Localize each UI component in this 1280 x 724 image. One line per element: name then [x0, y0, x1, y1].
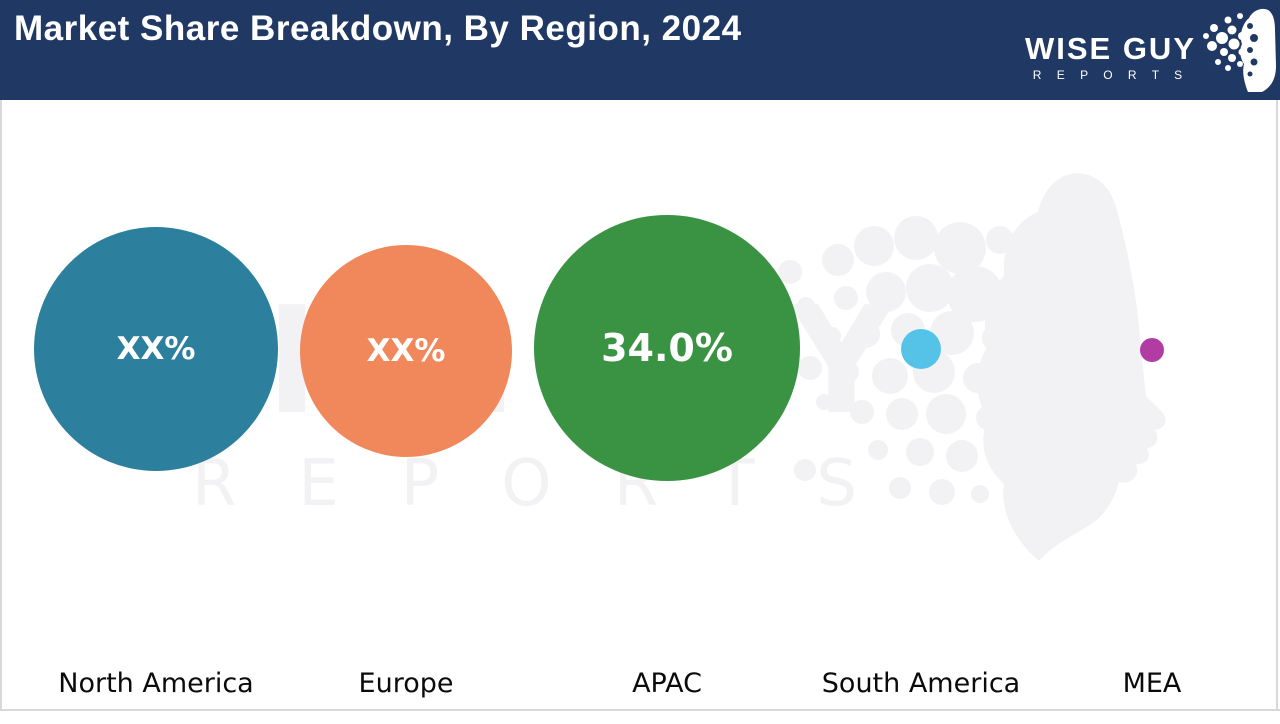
category-label-mea: MEA [1122, 668, 1182, 699]
watermark-reports-text: REPORTS [192, 447, 857, 521]
brand-logo-text: WISE GUY R E P O R T S [1025, 33, 1196, 81]
chart-frame-right [1276, 100, 1278, 711]
bubble-south-america [901, 329, 941, 369]
watermark-head-profile-icon [778, 173, 1166, 561]
bubble-value-label-apac: 34.0% [601, 326, 733, 370]
brand-subtitle: R E P O R T S [1032, 68, 1189, 82]
header-bar: Market Share Breakdown, By Region, 2024 … [0, 0, 1280, 100]
bubble-europe: XX% [300, 245, 512, 457]
chart-frame-bottom [0, 709, 1280, 711]
category-label-south-america: South America [821, 668, 1021, 699]
category-label-europe: Europe [358, 668, 454, 699]
bubble-apac: 34.0% [534, 215, 800, 481]
bubble-value-label-europe: XX% [366, 333, 446, 369]
page-title: Market Share Breakdown, By Region, 2024 [14, 9, 742, 48]
bubble-value-label-north-america: XX% [116, 331, 196, 367]
category-label-north-america: North America [58, 668, 254, 699]
category-label-apac: APAC [632, 668, 702, 699]
chart-frame-left [0, 100, 2, 711]
head-profile-logo-icon [1203, 8, 1276, 93]
brand-logo: WISE GUY R E P O R T S [1025, 0, 1280, 94]
brand-name: WISE GUY [1024, 31, 1196, 66]
bubble-mea [1140, 338, 1164, 362]
bubble-north-america: XX% [34, 227, 278, 471]
